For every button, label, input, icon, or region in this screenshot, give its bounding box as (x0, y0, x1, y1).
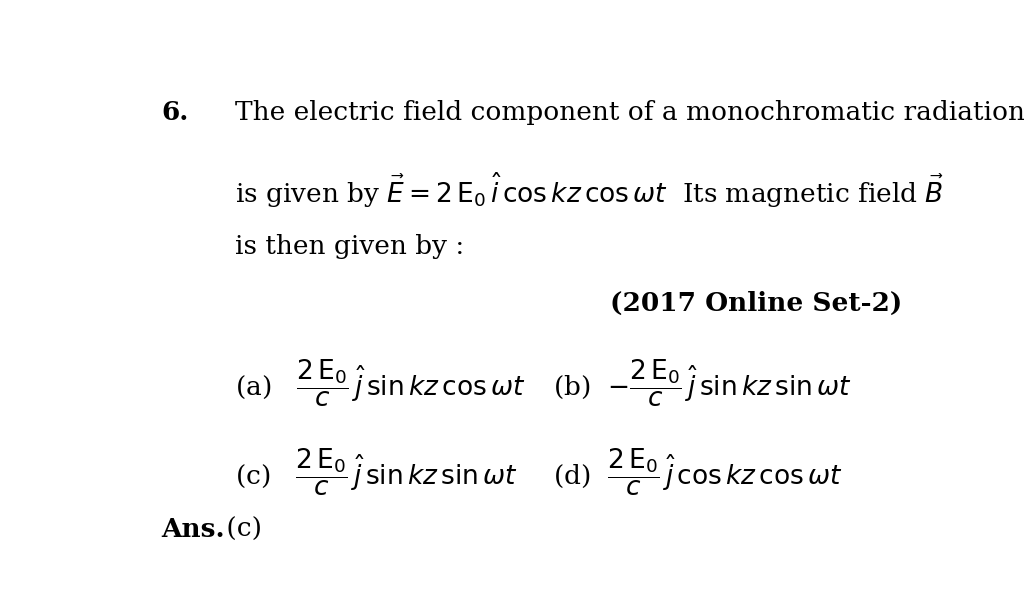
Text: is then given by :: is then given by : (236, 234, 465, 259)
Text: 6.: 6. (162, 99, 188, 124)
Text: (b)  $-\dfrac{2\,\mathrm{E}_0}{c}\,\hat{j}\,\sin kz\,\sin \omega t$: (b) $-\dfrac{2\,\mathrm{E}_0}{c}\,\hat{j… (553, 357, 851, 408)
Text: The electric field component of a monochromatic radiation: The electric field component of a monoch… (236, 99, 1024, 124)
Text: (2017 Online Set-2): (2017 Online Set-2) (609, 291, 902, 316)
Text: (d)  $\dfrac{2\,\mathrm{E}_0}{c}\,\hat{j}\,\cos kz\,\cos \omega t$: (d) $\dfrac{2\,\mathrm{E}_0}{c}\,\hat{j}… (553, 446, 843, 498)
Text: (a)   $\dfrac{2\,\mathrm{E}_0}{c}\,\hat{j}\,\sin kz\,\cos \omega t$: (a) $\dfrac{2\,\mathrm{E}_0}{c}\,\hat{j}… (236, 357, 525, 408)
Text: is given by $\vec{E} = 2\,\mathrm{E}_0\,\hat{i}\,\cos kz\,\cos \omega t$  Its ma: is given by $\vec{E} = 2\,\mathrm{E}_0\,… (236, 170, 944, 210)
Text: Ans.: Ans. (162, 517, 225, 543)
Text: (c)   $\dfrac{2\,\mathrm{E}_0}{c}\,\hat{j}\,\sin kz\,\sin \omega t$: (c) $\dfrac{2\,\mathrm{E}_0}{c}\,\hat{j}… (236, 446, 518, 498)
Text: (c): (c) (218, 517, 262, 543)
